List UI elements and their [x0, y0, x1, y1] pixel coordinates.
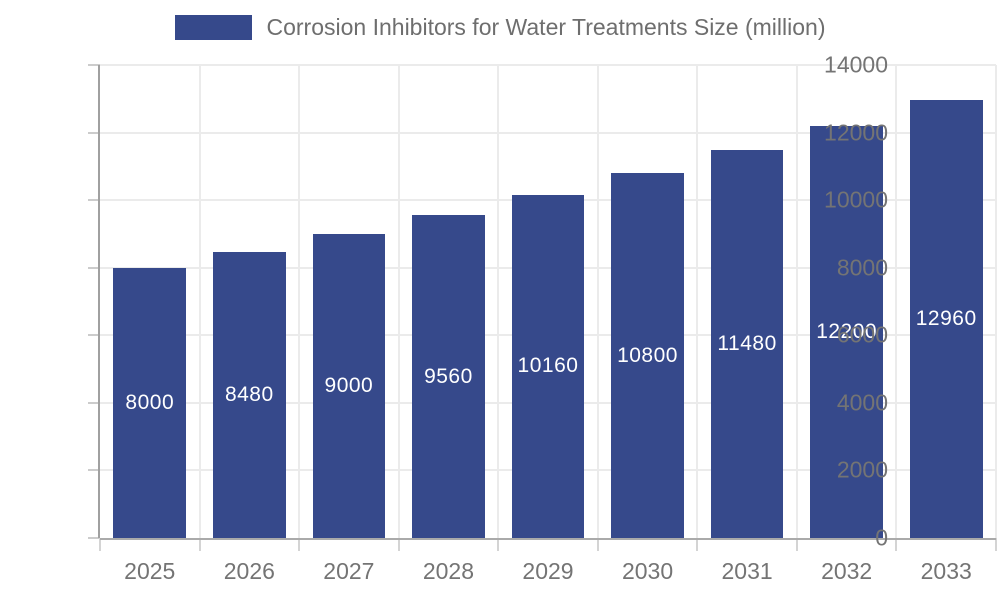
v-gridline: [895, 65, 898, 538]
x-tick-label: 2030: [621, 558, 674, 584]
x-tick-label: 2029: [522, 558, 574, 584]
bar-value-label: 9000: [324, 373, 374, 397]
bar-value-label: 12960: [915, 307, 977, 331]
h-gridline: [100, 64, 996, 66]
bar-2030: 10800: [611, 173, 684, 538]
x-tick-mark: [198, 538, 201, 551]
x-tick-mark: [995, 538, 997, 551]
bar-value-label: 8000: [125, 390, 175, 414]
y-tick-mark: [88, 537, 100, 539]
y-tick-label: 10000: [824, 186, 888, 213]
x-tick-mark: [99, 538, 101, 551]
plot-area: 8000 8480 9000 9560 10160 10800 11480 12200 1296…: [88, 64, 997, 551]
x-tick-label: 2031: [721, 558, 773, 584]
x-tick-label: 2032: [821, 558, 873, 584]
bar-value-label: 9560: [424, 364, 473, 388]
bar-value-label: 12200: [816, 319, 878, 343]
y-tick-mark: [88, 469, 100, 472]
v-gridline: [596, 65, 599, 538]
bar-2029: 10160: [511, 194, 585, 538]
bar-value-label: 10160: [517, 354, 579, 378]
x-tick-mark: [596, 538, 599, 551]
x-tick-label: 2028: [422, 558, 475, 584]
y-tick-mark: [88, 64, 100, 66]
v-gridline: [696, 65, 699, 538]
v-gridline: [497, 65, 500, 538]
bar-2025: 8000: [113, 267, 187, 538]
v-gridline: [298, 65, 301, 538]
y-tick-label: 12000: [824, 119, 888, 146]
y-tick-label: 4000: [836, 389, 888, 416]
v-gridline: [795, 65, 798, 538]
x-axis-line: [100, 538, 996, 540]
bar-2032: 12200: [810, 125, 883, 538]
y-tick-mark: [88, 401, 100, 404]
x-tick-mark: [895, 538, 898, 551]
y-tick-mark: [88, 334, 100, 337]
v-gridline: [995, 65, 997, 538]
bar-2026: 8480: [212, 251, 286, 538]
x-tick-label: 2026: [223, 558, 275, 584]
v-gridline: [198, 65, 201, 538]
legend[interactable]: Corrosion Inhibitors for Water Treatment…: [0, 14, 1000, 41]
y-tick-label: 0: [875, 524, 888, 551]
x-tick-label: 2027: [323, 558, 375, 584]
x-tick-mark: [696, 538, 699, 551]
y-tick-mark: [88, 131, 100, 134]
chart-title: Corrosion Inhibitors for Water Treatment…: [266, 14, 826, 40]
x-tick-mark: [795, 538, 798, 551]
legend-swatch: [174, 15, 252, 40]
h-gridline: [100, 131, 996, 134]
y-tick-mark: [88, 199, 100, 202]
y-tick-label: 8000: [836, 254, 888, 281]
bar-2027: 9000: [312, 233, 386, 538]
x-tick-mark: [497, 538, 500, 551]
y-tick-label: 6000: [836, 321, 888, 348]
bar-2031: 11480: [710, 150, 784, 538]
bar-value-label: 11480: [717, 332, 777, 356]
y-axis-line: [98, 65, 100, 538]
x-tick-mark: [397, 538, 400, 551]
x-tick-label: 2033: [920, 558, 972, 584]
v-gridline: [397, 65, 400, 538]
bar-value-label: 8480: [224, 382, 274, 406]
x-tick-label: 2025: [124, 558, 176, 584]
y-tick-mark: [88, 266, 100, 269]
bar-2028: 9560: [412, 215, 485, 538]
bar-value-label: 10800: [617, 343, 678, 367]
x-tick-mark: [298, 538, 301, 551]
y-tick-label: 14000: [824, 51, 888, 78]
bar-2033: 12960: [909, 100, 983, 538]
y-tick-label: 2000: [836, 456, 888, 483]
